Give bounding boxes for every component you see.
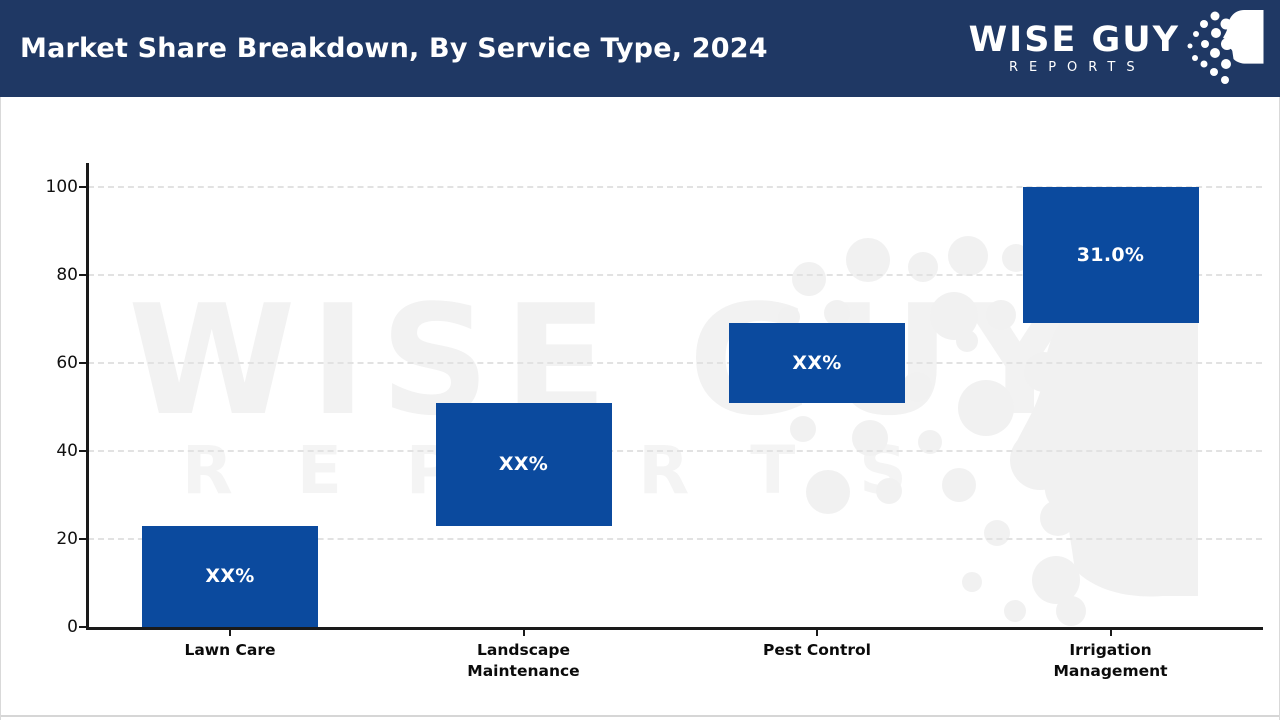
x-axis-line xyxy=(86,627,1263,630)
watermark-dot xyxy=(958,380,1014,436)
watermark-dot xyxy=(942,468,976,502)
y-tick-label-80: 80 xyxy=(56,265,78,285)
watermark-dot xyxy=(984,520,1010,546)
bar-value-label-landscape-maintenance: XX% xyxy=(498,453,549,476)
category-label-lawn-care: Lawn Care xyxy=(184,641,276,659)
y-tick-label-40: 40 xyxy=(56,441,78,461)
brand-face-icon xyxy=(1187,9,1264,84)
watermark-dot xyxy=(908,252,938,282)
x-tick-mark-irrigation-management xyxy=(1109,629,1112,636)
bar-landscape-maintenance: XX% xyxy=(435,402,612,526)
y-tick-mark-20 xyxy=(79,538,87,540)
x-tick-mark-landscape-maintenance xyxy=(522,629,525,636)
watermark-dot xyxy=(948,236,988,276)
watermark-dot xyxy=(792,262,826,296)
watermark-dot xyxy=(902,372,932,402)
watermark-dot xyxy=(790,416,816,442)
brand-wordmark: WISE GUY REPORTS xyxy=(968,19,1180,76)
watermark-dot xyxy=(986,300,1016,330)
category-label-irrigation-management: Irrigation Management xyxy=(1053,641,1168,680)
watermark-dot xyxy=(876,478,902,504)
gridline-40 xyxy=(88,450,1262,452)
y-axis-line xyxy=(86,163,89,629)
bar-lawn-care: XX% xyxy=(142,525,318,627)
y-tick-label-60: 60 xyxy=(56,353,78,373)
y-tick-label-20: 20 xyxy=(56,529,78,549)
watermark-dot xyxy=(956,330,978,352)
x-tick-mark-lawn-care xyxy=(229,629,231,636)
watermark-dot xyxy=(1056,596,1086,626)
bar-value-label-pest-control: XX% xyxy=(792,351,842,374)
left-edge-rule xyxy=(0,97,1,720)
bar-irrigation-management: 31.0% xyxy=(1022,187,1199,324)
watermark-dot xyxy=(962,572,982,592)
header-bar: Market Share Breakdown, By Service Type,… xyxy=(0,0,1280,97)
bar-value-label-lawn-care: XX% xyxy=(205,565,255,588)
chart-title: Market Share Breakdown, By Service Type,… xyxy=(20,33,768,64)
y-tick-mark-80 xyxy=(79,274,87,276)
bar-pest-control: XX% xyxy=(729,323,905,403)
bar-value-label-irrigation-management: 31.0% xyxy=(1076,244,1145,267)
watermark-dot xyxy=(824,300,850,326)
y-tick-mark-40 xyxy=(79,450,87,452)
y-tick-label-100: 100 xyxy=(45,177,78,197)
watermark-face-silhouette xyxy=(1008,276,1198,610)
watermark-dot xyxy=(806,470,850,514)
gridline-20 xyxy=(88,538,1262,540)
watermark-dot xyxy=(778,306,800,328)
gridline-100 xyxy=(88,186,1262,188)
bottom-edge-rule xyxy=(0,715,1280,717)
gridline-60 xyxy=(88,362,1262,364)
y-tick-label-0: 0 xyxy=(67,617,78,637)
brand-sub-text: REPORTS xyxy=(1008,60,1146,76)
gridline-80 xyxy=(88,274,1262,276)
brand-logo: WISE GUY REPORTS xyxy=(969,6,1266,92)
y-tick-mark-0 xyxy=(79,626,87,628)
brand-name-text: WISE GUY xyxy=(968,19,1180,60)
category-label-landscape-maintenance: Landscape Maintenance xyxy=(467,641,580,680)
watermark-dot xyxy=(1004,600,1026,622)
category-label-pest-control: Pest Control xyxy=(763,641,871,659)
y-tick-mark-60 xyxy=(79,362,87,364)
y-tick-mark-100 xyxy=(79,186,87,188)
x-tick-mark-pest-control xyxy=(816,629,818,636)
